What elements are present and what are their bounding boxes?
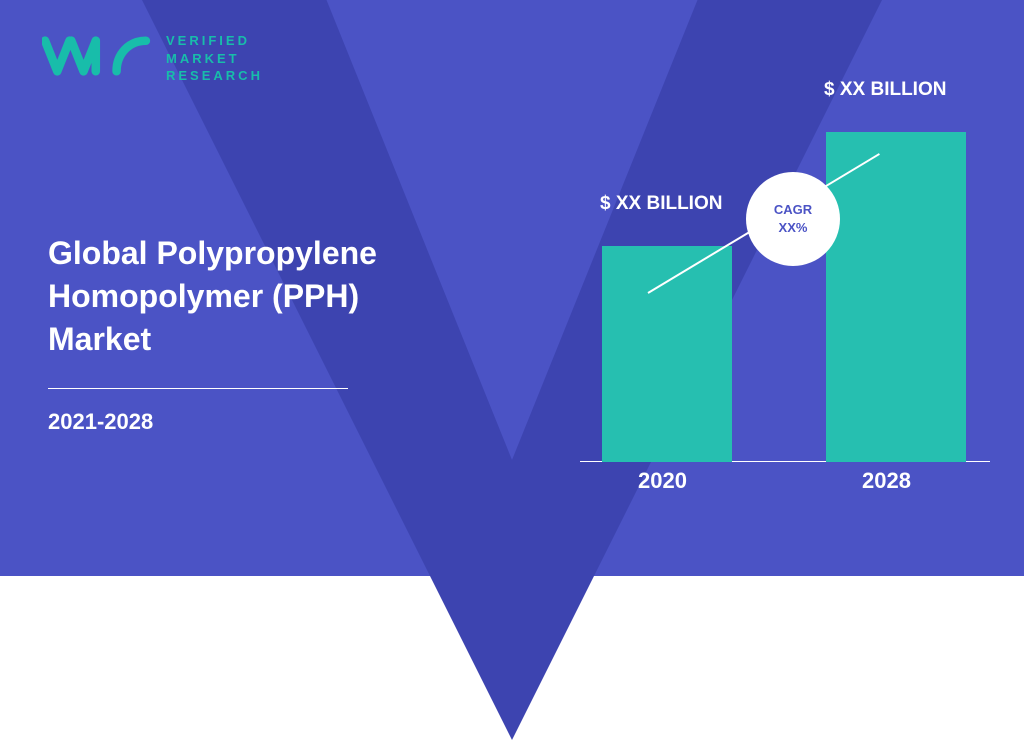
title-block: Global Polypropylene Homopolymer (PPH) M… [48, 232, 428, 435]
forecast-period: 2021-2028 [48, 409, 428, 435]
logo-text: VERIFIED MARKET RESEARCH [166, 32, 263, 85]
report-title: Global Polypropylene Homopolymer (PPH) M… [48, 232, 428, 362]
bar-2028-value-label: $ XX BILLION [824, 78, 946, 102]
bar-2028 [826, 132, 966, 462]
logo-line-1: VERIFIED [166, 32, 263, 50]
bar-2020-value-label: $ XX BILLION [600, 192, 722, 216]
bar-2020-year-label: 2020 [638, 468, 687, 494]
cagr-label: CAGR [774, 201, 812, 219]
bar-2028-year-label: 2028 [862, 468, 911, 494]
infographic-canvas: VERIFIED MARKET RESEARCH Global Polyprop… [0, 0, 1024, 576]
bar-2020 [602, 246, 732, 462]
logo-mark-icon [42, 28, 152, 89]
title-divider [48, 388, 348, 389]
logo-line-2: MARKET [166, 50, 263, 68]
bar-chart: $ XX BILLION 2020 $ XX BILLION 2028 CAGR… [560, 40, 990, 500]
cagr-value: XX% [779, 219, 808, 237]
brand-logo: VERIFIED MARKET RESEARCH [42, 28, 263, 89]
cagr-badge: CAGR XX% [746, 172, 840, 266]
logo-line-3: RESEARCH [166, 67, 263, 85]
